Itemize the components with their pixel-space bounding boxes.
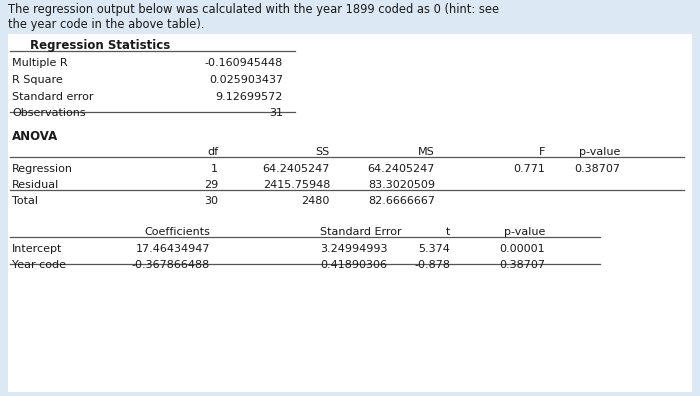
Text: df: df	[207, 147, 218, 157]
Text: 83.3020509: 83.3020509	[368, 180, 435, 190]
Text: -0.160945448: -0.160945448	[204, 59, 283, 69]
Text: 0.771: 0.771	[513, 164, 545, 173]
Text: 82.6666667: 82.6666667	[368, 196, 435, 206]
Text: 0.41890306: 0.41890306	[320, 260, 387, 270]
Text: ANOVA: ANOVA	[12, 131, 58, 143]
Text: t: t	[446, 227, 450, 237]
Text: p-value: p-value	[503, 227, 545, 237]
Text: the year code in the above table).: the year code in the above table).	[8, 18, 204, 31]
Text: The regression output below was calculated with the year 1899 coded as 0 (hint: : The regression output below was calculat…	[8, 3, 499, 16]
Text: 9.12699572: 9.12699572	[216, 91, 283, 101]
Text: 0.38707: 0.38707	[499, 260, 545, 270]
Text: Residual: Residual	[12, 180, 60, 190]
Text: 30: 30	[204, 196, 218, 206]
Text: MS: MS	[419, 147, 435, 157]
Text: Regression Statistics: Regression Statistics	[30, 39, 170, 52]
Text: -0.878: -0.878	[414, 260, 450, 270]
Text: Regression: Regression	[12, 164, 73, 173]
Text: 0.00001: 0.00001	[499, 244, 545, 253]
Text: 64.2405247: 64.2405247	[368, 164, 435, 173]
Text: 3.24994993: 3.24994993	[320, 244, 388, 253]
Text: p-value: p-value	[579, 147, 620, 157]
Text: 31: 31	[269, 108, 283, 118]
Text: 1: 1	[211, 164, 218, 173]
Text: Total: Total	[12, 196, 38, 206]
Text: Standard Error: Standard Error	[320, 227, 402, 237]
Text: 29: 29	[204, 180, 218, 190]
Text: 17.46434947: 17.46434947	[136, 244, 210, 253]
Text: 2480: 2480	[302, 196, 330, 206]
Text: R Square: R Square	[12, 75, 63, 85]
Text: 64.2405247: 64.2405247	[262, 164, 330, 173]
Text: Standard error: Standard error	[12, 91, 94, 101]
Text: SS: SS	[316, 147, 330, 157]
Text: -0.367866488: -0.367866488	[132, 260, 210, 270]
Text: 0.025903437: 0.025903437	[209, 75, 283, 85]
Text: Intercept: Intercept	[12, 244, 62, 253]
Text: 2415.75948: 2415.75948	[262, 180, 330, 190]
Text: 5.374: 5.374	[418, 244, 450, 253]
Text: F: F	[538, 147, 545, 157]
Text: 0.38707: 0.38707	[574, 164, 620, 173]
Text: Observations: Observations	[12, 108, 85, 118]
Text: Year code: Year code	[12, 260, 66, 270]
Text: Coefficients: Coefficients	[144, 227, 210, 237]
Text: Multiple R: Multiple R	[12, 59, 68, 69]
